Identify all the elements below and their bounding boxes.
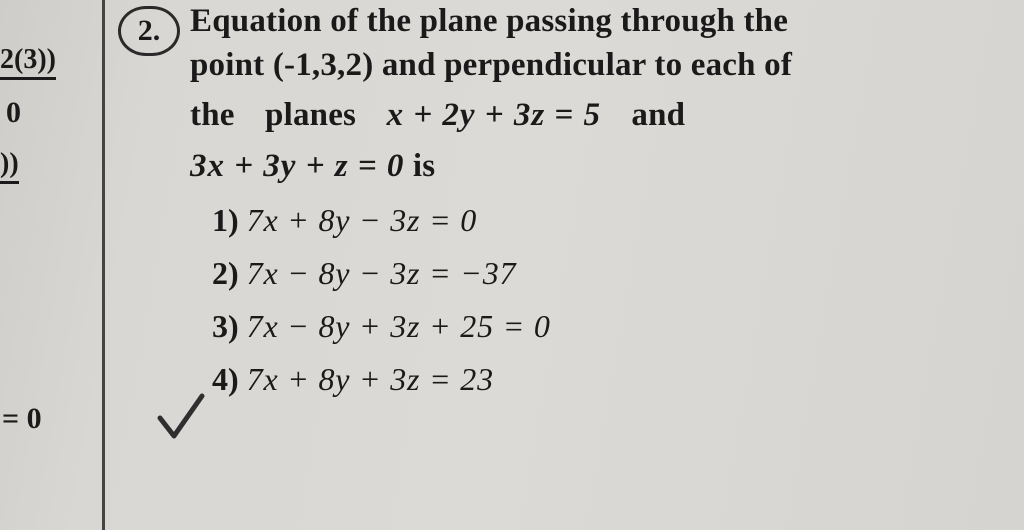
gutter-frag-4: = 0 [2, 402, 42, 436]
left-gutter: 2(3)) 0 )) = 0 [0, 0, 90, 530]
question-number: 2. [138, 14, 161, 48]
option-4-num: 4) [212, 361, 239, 397]
page: 2(3)) 0 )) = 0 2. Equation of the plane … [0, 0, 1024, 530]
option-2: 2) 7x − 8y − 3z = −37 [212, 255, 1000, 292]
option-2-eq: 7x − 8y − 3z = −37 [247, 255, 517, 291]
option-4-eq: 7x + 8y + 3z = 23 [247, 361, 494, 397]
question-line-4: 3x + 3y + z = 0 is [190, 149, 1000, 184]
option-2-num: 2) [212, 255, 239, 291]
question-number-circle: 2. [118, 6, 180, 56]
question-line-3: the planes x + 2y + 3z = 5 and [190, 98, 1000, 133]
option-3: 3) 7x − 8y + 3z + 25 = 0 [212, 308, 1000, 345]
option-4: 4) 7x + 8y + 3z = 23 [212, 361, 1000, 398]
option-3-eq: 7x − 8y + 3z + 25 = 0 [247, 308, 551, 344]
q3-post: and [631, 97, 685, 133]
option-1-num: 1) [212, 202, 239, 238]
question-line-1: Equation of the plane passing through th… [190, 4, 1000, 39]
gutter-frag-2: 0 [6, 96, 21, 130]
gutter-frag-3: )) [0, 148, 19, 180]
q3-eq: x + 2y + 3z = 5 [387, 97, 601, 133]
option-1-eq: 7x + 8y − 3z = 0 [247, 202, 477, 238]
q4-post: is [404, 148, 435, 184]
options-list: 1) 7x + 8y − 3z = 0 2) 7x − 8y − 3z = −3… [212, 202, 1000, 398]
question-block: Equation of the plane passing through th… [190, 4, 1000, 414]
gutter-frag-1: 2(3)) [0, 44, 56, 76]
q3-pre: the planes [190, 97, 356, 133]
option-1: 1) 7x + 8y − 3z = 0 [212, 202, 1000, 239]
vertical-divider [102, 0, 105, 530]
q4-eq: 3x + 3y + z = 0 [190, 148, 404, 184]
question-line-2: point (-1,3,2) and perpendicular to each… [190, 48, 1000, 83]
option-3-num: 3) [212, 308, 239, 344]
